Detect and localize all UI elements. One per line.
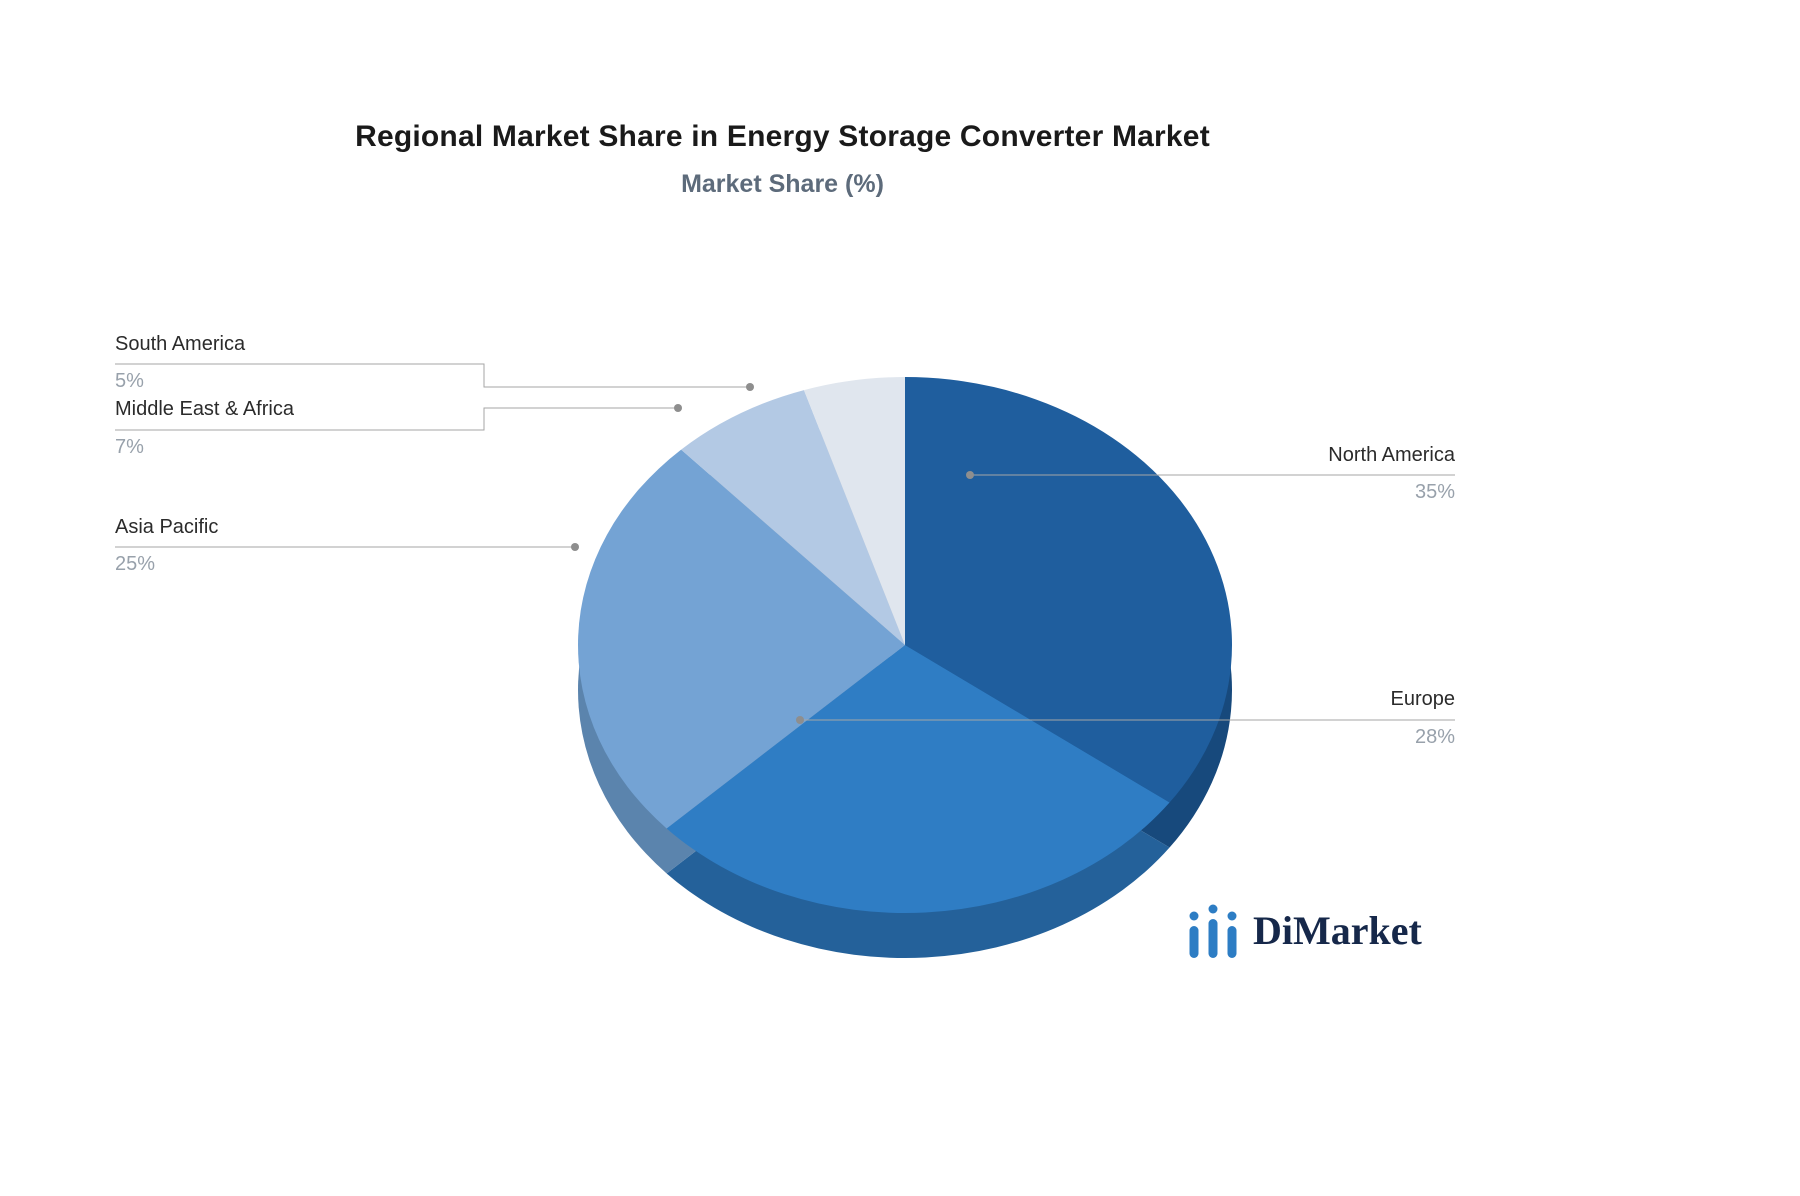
label-south-america: South America — [115, 333, 246, 355]
pie-slice-middle-east-africa[interactable] — [681, 390, 905, 645]
leader-line-south-america — [115, 363, 750, 388]
chart-title: Regional Market Share in Energy Storage … — [355, 120, 1210, 153]
dimarket-logo: DiMarket — [1185, 900, 1422, 962]
label-north-america: North America — [1328, 444, 1455, 466]
value-south-america: 5% — [115, 370, 144, 392]
leader-dot-middle-east-africa — [674, 404, 682, 412]
label-europe: Europe — [1390, 688, 1456, 710]
pie-slice-europe[interactable] — [666, 645, 1170, 914]
chart-subtitle: Market Share (%) — [681, 170, 884, 198]
value-middle-east-africa: 7% — [115, 436, 144, 458]
value-europe: 28% — [1414, 726, 1455, 748]
leader-dot-europe — [796, 716, 804, 724]
pie-slice-asia-pacific[interactable] — [578, 449, 905, 829]
value-north-america: 35% — [1414, 481, 1455, 503]
leader-line-middle-east-africa — [115, 407, 678, 431]
logo-text: DiMarket — [1253, 908, 1422, 953]
leader-dot-asia-pacific — [571, 543, 579, 551]
label-asia-pacific: Asia Pacific — [115, 516, 219, 538]
pie-slice-south-america[interactable] — [803, 377, 905, 645]
value-asia-pacific: 25% — [115, 553, 156, 575]
leader-dot-north-america — [966, 471, 974, 479]
leader-dot-south-america — [746, 383, 754, 391]
pie-slice-north-america[interactable] — [905, 377, 1233, 803]
label-middle-east-africa: Middle East & Africa — [115, 398, 294, 420]
bar-chart-icon — [1189, 904, 1237, 958]
